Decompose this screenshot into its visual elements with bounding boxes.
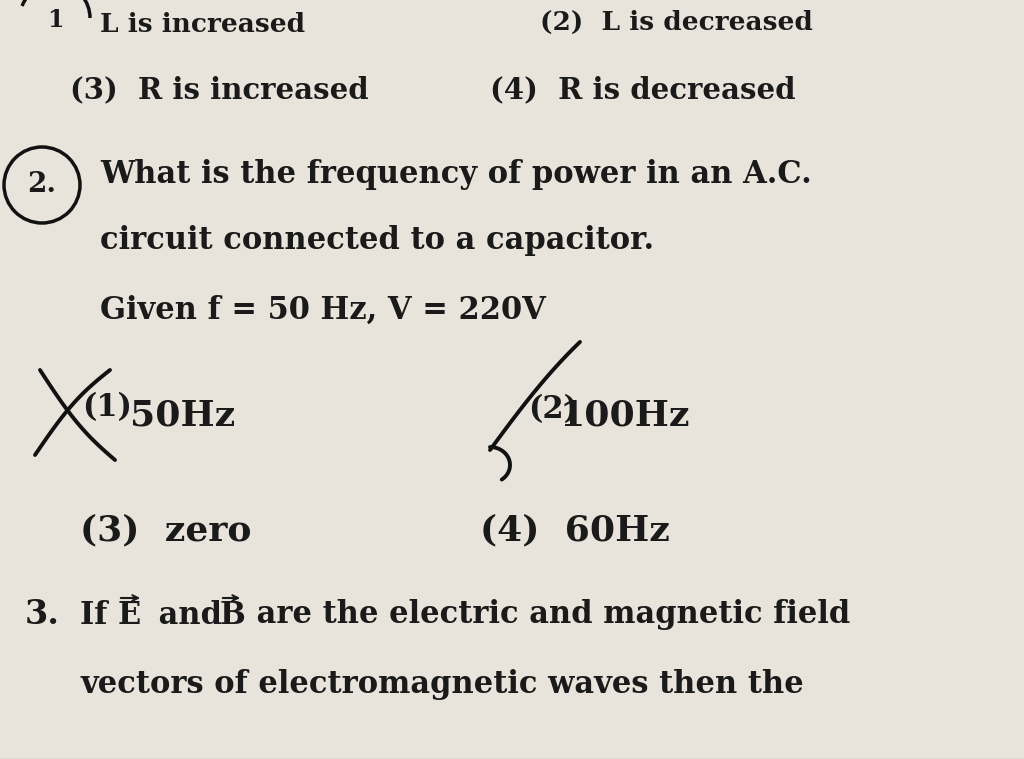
Text: and: and [148,600,232,631]
Text: (1): (1) [82,392,132,424]
Text: are the electric and magnetic field: are the electric and magnetic field [246,600,850,631]
Text: 50Hz: 50Hz [130,398,236,432]
Text: 1: 1 [47,8,63,32]
Text: (4)  R is decreased: (4) R is decreased [490,75,796,105]
Text: E: E [118,600,141,631]
Text: (2): (2) [528,395,578,426]
Text: (3)  R is increased: (3) R is increased [70,75,369,105]
Text: 3.: 3. [25,599,60,631]
Text: (2)  L is decreased: (2) L is decreased [540,10,813,34]
Text: circuit connected to a capacitor.: circuit connected to a capacitor. [100,225,654,256]
Text: 2.: 2. [28,172,56,199]
Text: Given f = 50 Hz, V = 220V: Given f = 50 Hz, V = 220V [100,294,546,326]
Text: 100Hz: 100Hz [560,398,690,432]
Text: What is the frequency of power in an A.C.: What is the frequency of power in an A.C… [100,159,812,191]
Text: (4)  60Hz: (4) 60Hz [480,513,670,547]
Text: B: B [220,600,246,631]
Text: (3)  zero: (3) zero [80,513,252,547]
Text: If: If [80,600,118,631]
Text: vectors of electromagnetic waves then the: vectors of electromagnetic waves then th… [80,669,804,701]
Text: L is increased: L is increased [100,12,305,37]
